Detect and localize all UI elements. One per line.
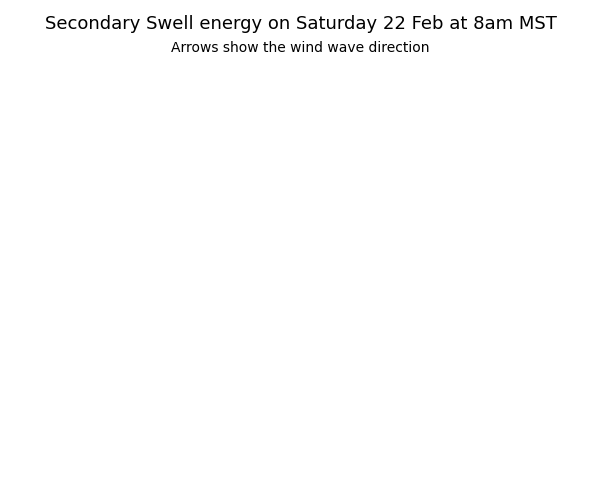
Text: Secondary Swell energy on Saturday 22 Feb at 8am MST: Secondary Swell energy on Saturday 22 Fe… [44, 15, 557, 33]
Text: Arrows show the wind wave direction: Arrows show the wind wave direction [171, 41, 430, 56]
